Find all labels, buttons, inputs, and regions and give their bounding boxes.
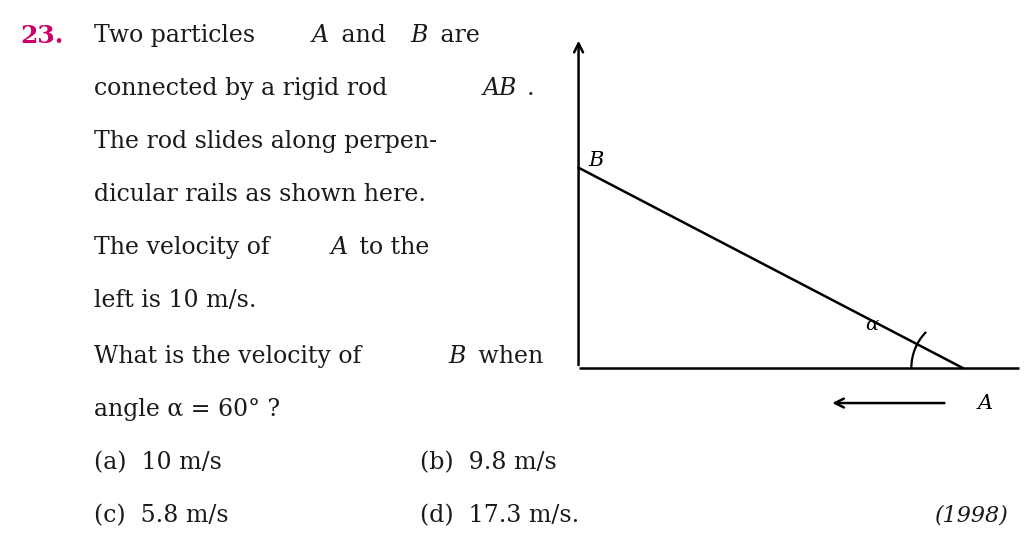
Text: angle α = 60° ?: angle α = 60° ? xyxy=(94,398,281,421)
Text: B: B xyxy=(449,345,466,368)
Text: AB: AB xyxy=(482,77,517,101)
Text: B: B xyxy=(411,24,428,48)
Text: What is the velocity of: What is the velocity of xyxy=(94,345,369,368)
Text: A: A xyxy=(331,236,347,260)
Text: B: B xyxy=(589,151,604,170)
Text: Two particles: Two particles xyxy=(94,24,263,48)
Text: .: . xyxy=(526,77,535,101)
Text: The velocity of: The velocity of xyxy=(94,236,278,260)
Text: (d)  17.3 m/s.: (d) 17.3 m/s. xyxy=(420,504,580,527)
Text: 23.: 23. xyxy=(20,24,63,48)
Text: left is 10 m/s.: left is 10 m/s. xyxy=(94,289,257,313)
Text: A: A xyxy=(311,24,329,48)
Text: when: when xyxy=(471,345,544,368)
Text: are: are xyxy=(433,24,479,48)
Text: A: A xyxy=(978,393,993,413)
Text: to the: to the xyxy=(352,236,430,260)
Text: (c)  5.8 m/s: (c) 5.8 m/s xyxy=(94,504,228,527)
Text: connected by a rigid rod: connected by a rigid rod xyxy=(94,77,395,101)
Text: dicular rails as shown here.: dicular rails as shown here. xyxy=(94,183,426,207)
Text: (b)  9.8 m/s: (b) 9.8 m/s xyxy=(420,451,557,474)
Text: (a)  10 m/s: (a) 10 m/s xyxy=(94,451,222,474)
Text: and: and xyxy=(334,24,393,48)
Text: (1998): (1998) xyxy=(935,504,1009,526)
Text: The rod slides along perpen-: The rod slides along perpen- xyxy=(94,130,437,154)
Text: α: α xyxy=(865,315,879,334)
